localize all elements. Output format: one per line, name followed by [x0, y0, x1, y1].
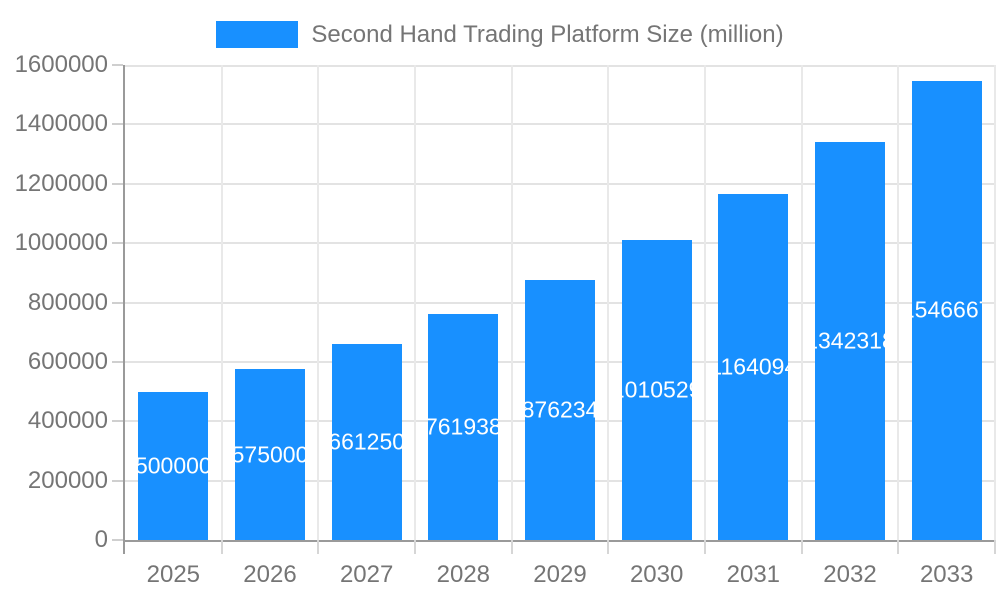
plot-area: 0 200000 400000 600000 800000 1000000 1200000 1… [15, 52, 996, 588]
y-axis-label: 800000 [27, 288, 108, 316]
bar-2030[interactable]: 1010529 [621, 240, 692, 540]
y-axis-tick [112, 539, 123, 541]
y-gridline [125, 65, 995, 67]
bar-2029[interactable]: 876234 [525, 279, 595, 540]
x-axis-label: 2031 [726, 561, 781, 588]
bar-2026[interactable]: 575000 [235, 369, 305, 540]
bar-2027[interactable]: 661250 [331, 343, 402, 540]
x-gridline [510, 65, 513, 540]
y-gridline [125, 182, 995, 185]
y-axis-label: 600000 [27, 347, 108, 375]
bar-value-label: 575000 [235, 441, 305, 468]
x-axis-tick [317, 540, 320, 554]
bar-2031[interactable]: 1164094 [718, 194, 789, 540]
bar-2032[interactable]: 1342318 [815, 141, 885, 540]
x-axis-tick [414, 540, 416, 554]
bar-value-label: 1546667 [912, 296, 982, 323]
bar-2028[interactable]: 761938 [428, 313, 499, 540]
y-axis-label: 1200000 [14, 169, 108, 197]
legend-label: Second Hand Trading Platform Size (milli… [311, 21, 784, 48]
legend-swatch [216, 21, 299, 48]
legend[interactable]: Second Hand Trading Platform Size (milli… [0, 21, 1000, 48]
x-gridline [800, 65, 803, 540]
y-axis-tick [112, 242, 123, 245]
x-gridline [994, 65, 996, 540]
y-axis-tick [112, 360, 123, 363]
x-axis-tick [800, 540, 803, 554]
x-axis-label: 2029 [533, 561, 587, 588]
x-axis-label: 2026 [243, 561, 297, 588]
y-axis-tick [112, 301, 123, 304]
y-axis-label: 1400000 [14, 110, 108, 138]
bar-value-label: 1164094 [718, 353, 788, 380]
bar-value-label: 876234 [525, 396, 595, 423]
x-axis-tick [704, 540, 706, 554]
x-gridline [317, 65, 320, 540]
y-gridline [125, 123, 995, 126]
x-axis-tick [897, 540, 900, 554]
x-axis-tick [220, 540, 223, 554]
y-axis-tick [112, 182, 123, 185]
x-axis-label: 2033 [919, 561, 974, 588]
x-axis-label: 2032 [823, 561, 877, 588]
bar-value-label: 661250 [331, 428, 402, 455]
y-axis-tick [112, 64, 123, 66]
y-axis-label: 200000 [27, 466, 108, 494]
bar-2025[interactable]: 500000 [138, 391, 209, 540]
bar-value-label: 761938 [428, 413, 499, 440]
bar-2033[interactable]: 1546667 [911, 80, 982, 540]
x-gridline [414, 65, 416, 540]
y-axis-label: 1600000 [14, 51, 108, 78]
y-axis-tick [112, 420, 123, 423]
x-axis-label: 2025 [146, 561, 201, 588]
y-axis-label: 400000 [27, 407, 108, 435]
y-axis-tail [123, 540, 125, 554]
y-axis-label: 0 [94, 526, 108, 553]
x-axis-tick [994, 540, 996, 554]
bar-value-label: 1010529 [622, 376, 692, 403]
bar-value-label: 500000 [138, 452, 209, 479]
x-axis-tick [510, 540, 513, 554]
y-axis-label: 1000000 [14, 229, 108, 257]
x-gridline [704, 65, 706, 540]
x-gridline [220, 65, 223, 540]
x-gridline [607, 65, 610, 540]
x-axis-label: 2030 [629, 561, 684, 588]
x-gridline [897, 65, 900, 540]
bar-value-label: 1342318 [815, 327, 885, 354]
y-axis-tick [112, 479, 123, 482]
x-axis-label: 2028 [436, 561, 491, 588]
y-gridline [125, 242, 995, 245]
x-axis-label: 2027 [339, 561, 394, 588]
y-axis-tick [112, 123, 123, 126]
x-axis-tick [607, 540, 610, 554]
